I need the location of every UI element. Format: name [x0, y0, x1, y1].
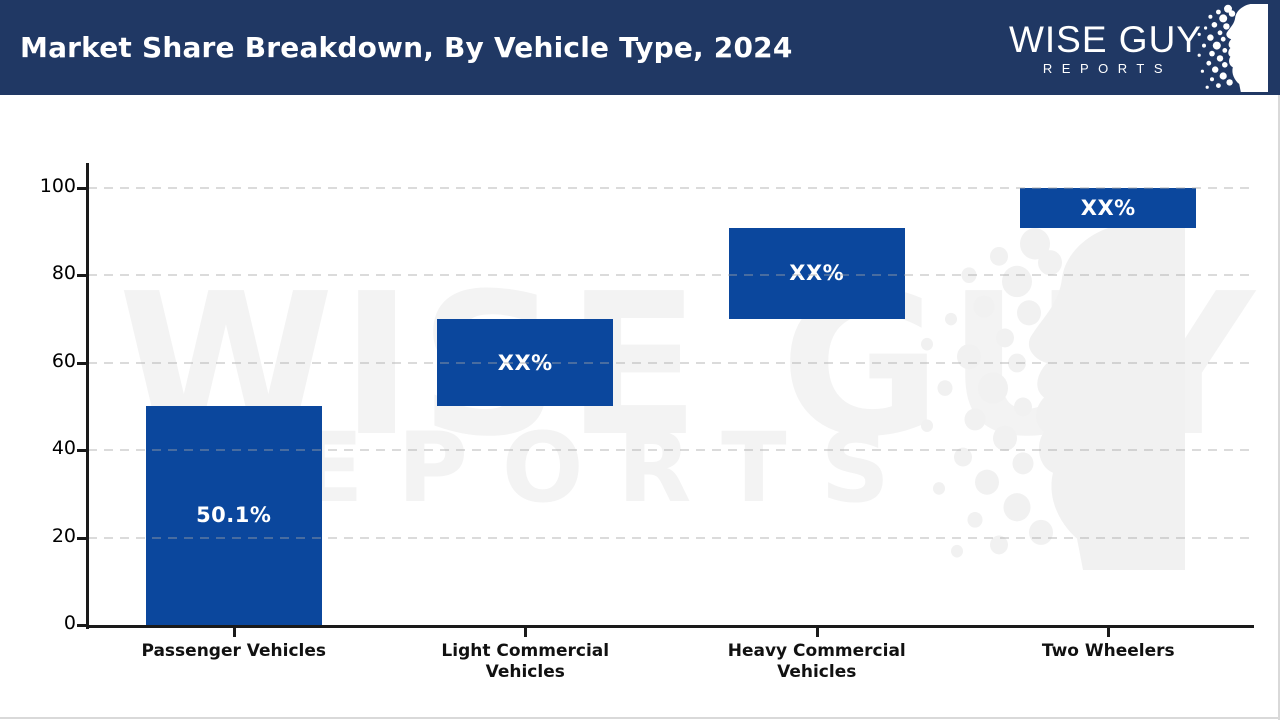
right-edge-line	[1278, 95, 1280, 720]
y-tick-label: 60	[51, 349, 76, 372]
y-tick-mark	[77, 361, 87, 365]
grid-line	[88, 186, 1254, 189]
x-category-label: Two Wheelers	[1041, 641, 1175, 661]
brand-name: WISE GUY	[1008, 19, 1202, 60]
brand-subtitle: REPORTS	[1042, 61, 1173, 76]
y-tick-mark	[77, 186, 87, 190]
header-bar: Market Share Breakdown, By Vehicle Type,…	[0, 0, 1280, 95]
watermark-face-icon	[921, 225, 1185, 570]
bar-value-label: XX%	[1080, 195, 1136, 220]
y-tick-mark	[77, 274, 87, 277]
y-tick-label: 20	[51, 524, 76, 547]
y-tick-label: 100	[39, 174, 76, 197]
x-tick-mark	[1107, 628, 1111, 637]
bar-value-label: XX%	[497, 350, 553, 375]
page-title: Market Share Breakdown, By Vehicle Type,…	[20, 31, 793, 64]
x-category-label: Passenger Vehicles	[141, 641, 327, 661]
bar-value-label: 50.1%	[196, 503, 272, 528]
y-tick-mark	[77, 624, 87, 627]
x-tick-mark	[232, 628, 236, 637]
y-tick-mark	[77, 536, 87, 540]
x-category-label: Light Commercial Vehicles	[441, 641, 610, 683]
y-tick-label: 80	[51, 262, 76, 284]
x-category-label: Heavy Commercial Vehicles	[727, 641, 906, 683]
bottom-edge-line	[0, 717, 1280, 719]
y-tick-label: 40	[51, 437, 76, 459]
x-tick-mark	[524, 628, 528, 637]
grid-line	[88, 536, 1254, 539]
bar-segment	[1020, 187, 1197, 228]
grid-line	[88, 361, 1254, 364]
x-axis-line	[86, 625, 1254, 628]
x-tick-mark	[815, 628, 819, 637]
y-tick-label: 0	[63, 612, 76, 634]
waterfall-chart: 0 20 40 60 80 100 50.1% Passenger Vehicles XX% Li…	[0, 95, 1280, 718]
brand-logo: WISE GUY REPORTS	[1009, 4, 1268, 92]
grid-line	[88, 449, 1254, 451]
bar-segment	[145, 405, 322, 625]
bar-value-label: XX%	[789, 261, 845, 286]
brand-logo-text: WISE GUY REPORTS	[1009, 21, 1202, 75]
bar-segment	[437, 318, 614, 407]
y-tick-mark	[77, 449, 87, 452]
y-axis-line	[86, 163, 89, 629]
grid-line	[88, 274, 1254, 276]
bar-segment	[728, 227, 905, 319]
